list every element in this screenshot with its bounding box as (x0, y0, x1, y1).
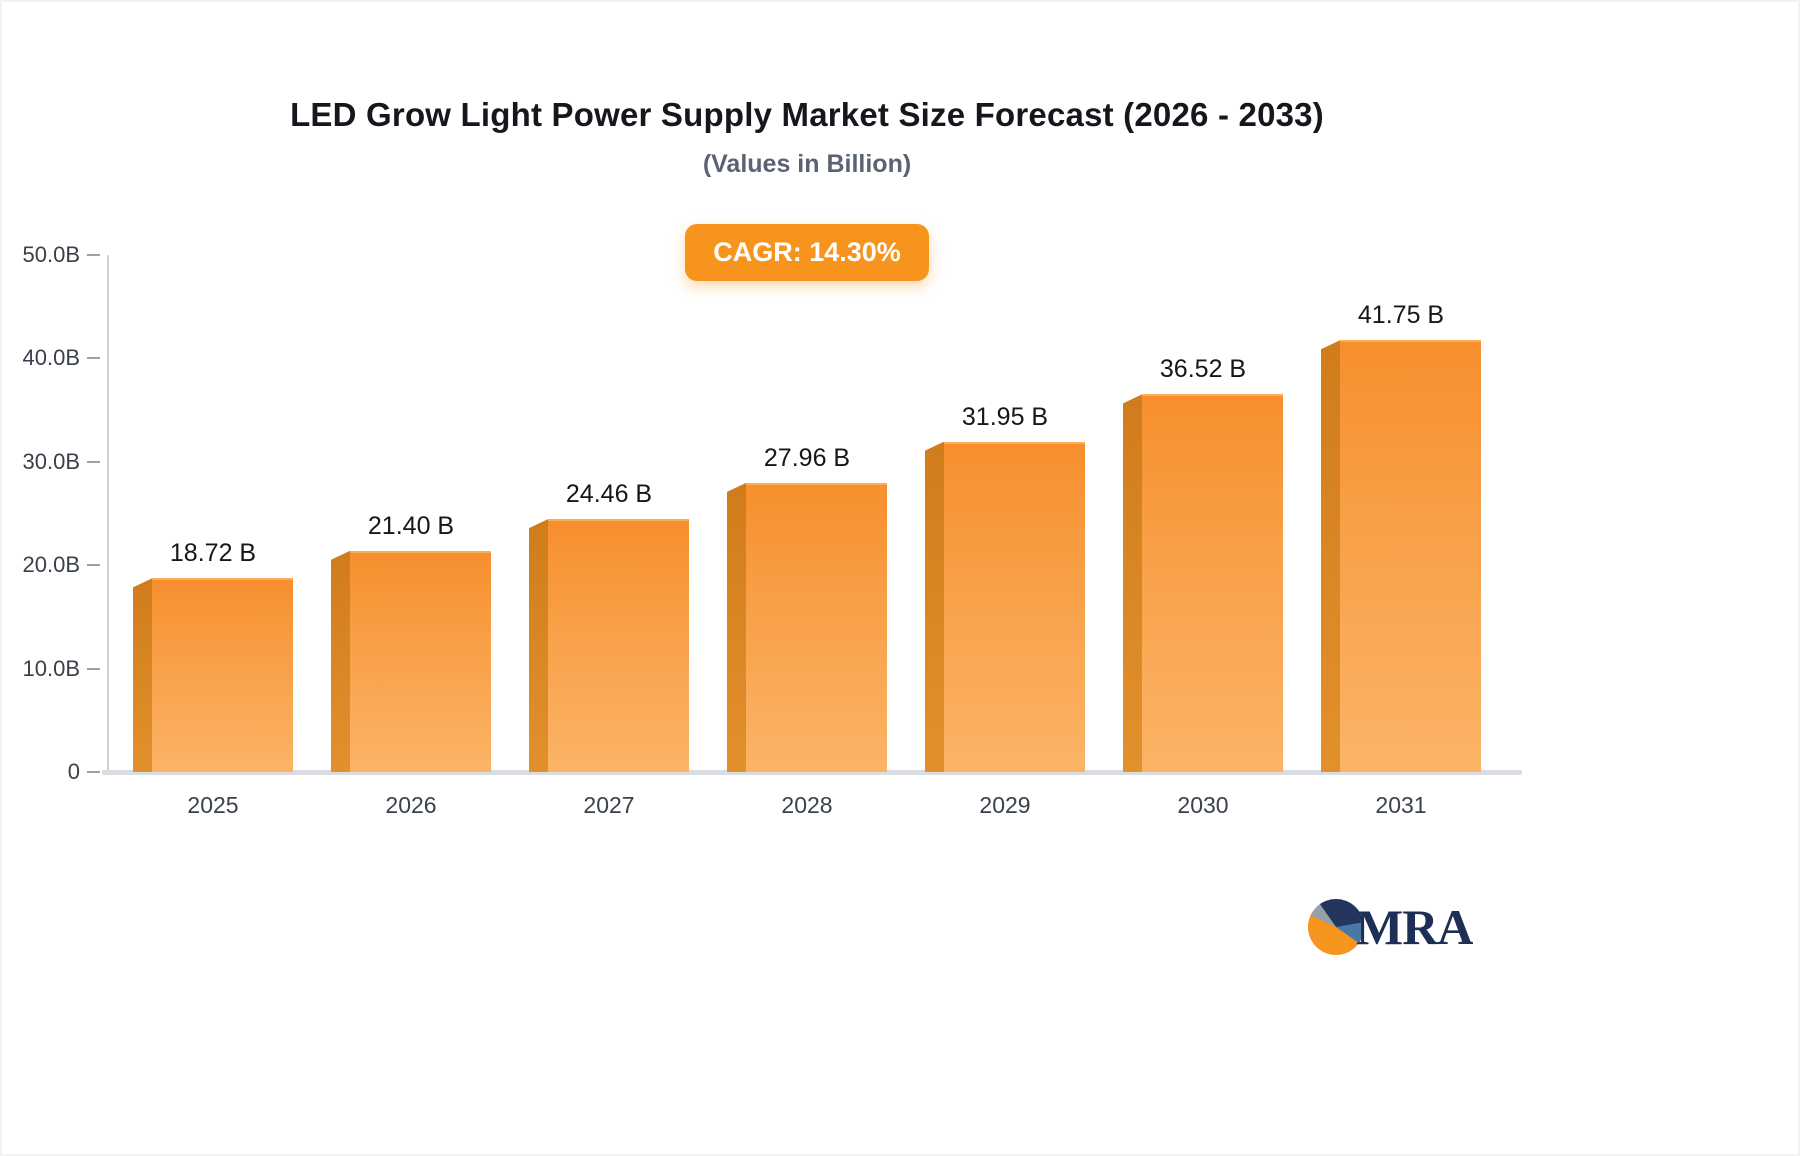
y-tick-mark (87, 771, 100, 773)
bar-side-face (331, 550, 350, 772)
y-tick-label: 0 (67, 759, 80, 784)
bar-front-face (1340, 340, 1481, 772)
bar-value-label: 21.40 B (367, 511, 455, 540)
bar-value-label: 31.95 B (961, 402, 1049, 431)
bar-2029: 31.95 B (925, 403, 1085, 772)
bar-value-label: 24.46 B (565, 480, 653, 509)
bar-side-face (925, 441, 944, 772)
bar-2030: 36.52 B (1123, 355, 1283, 772)
y-tick-label: 20.0B (22, 552, 81, 578)
bar-2025: 18.72 B (133, 539, 293, 772)
y-tick-mark (87, 460, 100, 463)
x-tick-label: 2029 (979, 792, 1031, 818)
cagr-badge-wrap: CAGR: 14.30% (107, 224, 1507, 281)
bar-value-label: 41.75 B (1357, 301, 1445, 330)
y-axis-line (107, 255, 109, 772)
cagr-badge: CAGR: 14.30% (685, 224, 929, 281)
mra-logo-text: MRA (1356, 899, 1473, 955)
bar-front-face (746, 482, 887, 772)
chart-subtitle: (Values in Billion) (702, 150, 912, 178)
bar-side-face (1321, 340, 1340, 772)
bar-front-face (944, 441, 1085, 772)
y-tick-label: 30.0B (22, 448, 81, 474)
x-tick-label: 2027 (583, 792, 635, 818)
bar-side-face (133, 578, 152, 772)
x-tick-label: 2026 (385, 792, 437, 818)
y-tick-label: 50.0B (22, 242, 81, 267)
x-axis-baseline (102, 770, 1522, 775)
bar-value-label: 18.72 B (169, 539, 257, 568)
y-tick-label: 40.0B (22, 345, 81, 371)
bar-side-face (727, 482, 746, 772)
y-tick-mark (87, 357, 100, 360)
y-tick-mark (87, 667, 100, 670)
bar-side-face (1123, 394, 1142, 772)
bar-2028: 27.96 B (727, 444, 887, 772)
x-tick-label: 2030 (1177, 792, 1229, 818)
bar-2027: 24.46 B (529, 480, 689, 772)
bar-2026: 21.40 B (331, 512, 491, 772)
x-tick-label: 2028 (781, 792, 833, 818)
mra-logo-icon (1308, 899, 1364, 955)
x-tick-label: 2025 (187, 792, 239, 818)
bar-value-label: 36.52 B (1159, 355, 1247, 384)
bar-front-face (350, 550, 491, 772)
bar-front-face (152, 578, 293, 772)
y-tick-mark (87, 254, 100, 256)
bar-front-face (1142, 394, 1283, 772)
bar-value-label: 27.96 B (763, 443, 851, 472)
x-tick-label: 2031 (1375, 792, 1427, 818)
y-tick-mark (87, 564, 100, 567)
y-tick-label: 10.0B (22, 655, 81, 681)
mra-logo: MRA (1308, 898, 1473, 956)
bar-2031: 41.75 B (1321, 301, 1481, 772)
chart-title: LED Grow Light Power Supply Market Size … (290, 96, 1324, 133)
bar-front-face (548, 519, 689, 772)
bar-side-face (529, 519, 548, 772)
